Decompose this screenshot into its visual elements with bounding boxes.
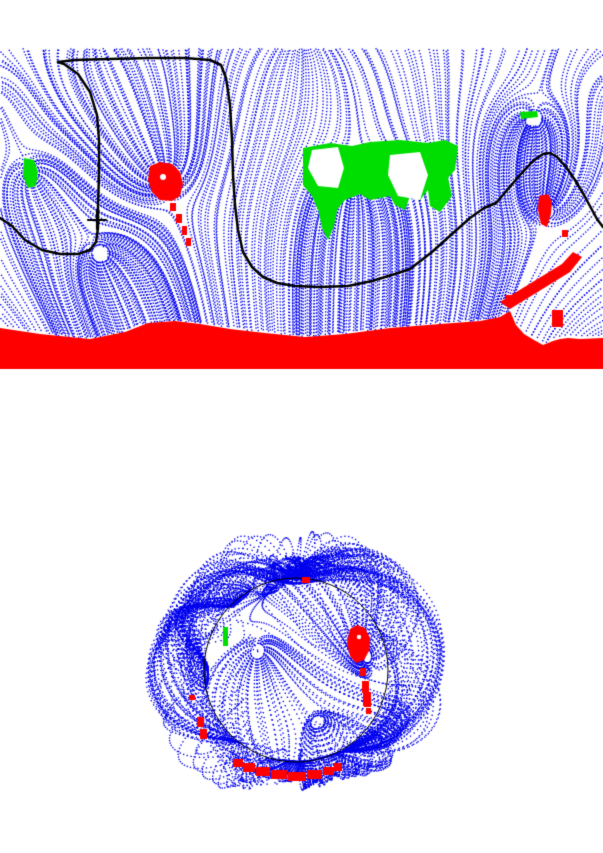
- flow-map-panel: [0, 0, 603, 400]
- sphere-panel: [0, 400, 603, 853]
